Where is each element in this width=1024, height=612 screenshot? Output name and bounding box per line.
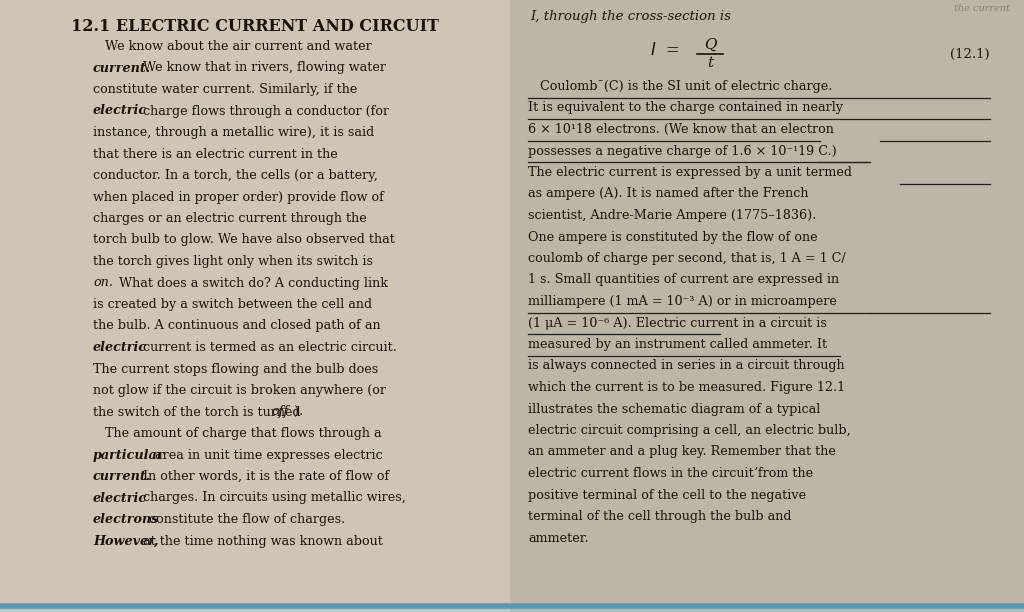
Text: instance, through a metallic wire), it is said: instance, through a metallic wire), it i… [93, 126, 374, 139]
Text: terminal of the cell through the bulb and: terminal of the cell through the bulb an… [528, 510, 792, 523]
Text: the current: the current [954, 4, 1010, 13]
Text: charge flows through a conductor (for: charge flows through a conductor (for [139, 105, 389, 118]
Text: electric circuit comprising a cell, an electric bulb,: electric circuit comprising a cell, an e… [528, 424, 851, 437]
Text: I, through the cross-section is: I, through the cross-section is [530, 10, 731, 23]
Text: torch bulb to glow. We have also observed that: torch bulb to glow. We have also observe… [93, 234, 395, 247]
Text: One ampere is constituted by the flow of one: One ampere is constituted by the flow of… [528, 231, 817, 244]
Text: when placed in proper order) provide flow of: when placed in proper order) provide flo… [93, 190, 384, 204]
Text: electric: electric [93, 341, 147, 354]
Text: In other words, it is the rate of flow of: In other words, it is the rate of flow o… [139, 470, 390, 483]
Text: t: t [707, 56, 713, 70]
Text: ammeter.: ammeter. [528, 531, 589, 545]
Text: The electric current is expressed by a unit termed: The electric current is expressed by a u… [528, 166, 852, 179]
Text: scientist, Andre-Marie Ampere (1775–1836).: scientist, Andre-Marie Ampere (1775–1836… [528, 209, 816, 222]
Text: as ampere (A). It is named after the French: as ampere (A). It is named after the Fre… [528, 187, 809, 201]
Text: Q: Q [703, 38, 716, 52]
Text: conductor. In a torch, the cells (or a battery,: conductor. In a torch, the cells (or a b… [93, 169, 378, 182]
Text: measured by an instrument called ammeter. It: measured by an instrument called ammeter… [528, 338, 827, 351]
Text: $\mathit{I}$  =: $\mathit{I}$ = [650, 42, 680, 59]
Text: 6 × 10¹18 electrons. (We know that an electron: 6 × 10¹18 electrons. (We know that an el… [528, 123, 834, 136]
Text: 12.1 ELECTRIC CURRENT AND CIRCUIT: 12.1 ELECTRIC CURRENT AND CIRCUIT [71, 18, 439, 35]
Bar [0, 0, 510, 612]
Text: electric current flows in the circuitʼfrom the: electric current flows in the circuitʼfr… [528, 467, 813, 480]
Text: the torch gives light only when its switch is: the torch gives light only when its swit… [93, 255, 373, 268]
Text: milliampere (1 mA = 10⁻³ A) or in microampere: milliampere (1 mA = 10⁻³ A) or in microa… [528, 295, 837, 308]
Text: the switch of the torch is turned: the switch of the torch is turned [93, 406, 304, 419]
Text: is created by a switch between the cell and: is created by a switch between the cell … [93, 298, 372, 311]
Text: We know that in rivers, flowing water: We know that in rivers, flowing water [139, 61, 386, 75]
Text: charges. In circuits using metallic wires,: charges. In circuits using metallic wire… [139, 491, 407, 504]
Text: particular: particular [93, 449, 165, 461]
Text: an ammeter and a plug key. Remember that the: an ammeter and a plug key. Remember that… [528, 446, 836, 458]
Text: electric: electric [93, 105, 147, 118]
Text: coulomb of charge per second, that is, 1 A = 1 C/: coulomb of charge per second, that is, 1… [528, 252, 846, 265]
Text: that there is an electric current in the: that there is an electric current in the [93, 147, 338, 160]
Text: on.: on. [93, 277, 113, 289]
Text: the bulb. A continuous and closed path of an: the bulb. A continuous and closed path o… [93, 319, 381, 332]
Text: The current stops flowing and the bulb does: The current stops flowing and the bulb d… [93, 362, 378, 376]
Text: which the current is to be measured. Figure 12.1: which the current is to be measured. Fig… [528, 381, 845, 394]
Text: electrons: electrons [93, 513, 160, 526]
Text: not glow if the circuit is broken anywhere (or: not glow if the circuit is broken anywhe… [93, 384, 386, 397]
Text: illustrates the schematic diagram of a typical: illustrates the schematic diagram of a t… [528, 403, 820, 416]
Text: ).: ). [290, 406, 303, 419]
Text: What does a switch do? A conducting link: What does a switch do? A conducting link [115, 277, 388, 289]
Text: The amount of charge that flows through a: The amount of charge that flows through … [93, 427, 382, 440]
Text: current.: current. [93, 470, 152, 483]
Text: at the time nothing was known about: at the time nothing was known about [139, 534, 383, 548]
Text: We know about the air current and water: We know about the air current and water [93, 40, 372, 53]
Text: current.: current. [93, 61, 152, 75]
Bar [510, 0, 1024, 612]
Text: Coulomb¯(C) is the SI unit of electric charge.: Coulomb¯(C) is the SI unit of electric c… [528, 80, 833, 93]
Text: constitute water current. Similarly, if the: constitute water current. Similarly, if … [93, 83, 357, 96]
Text: positive terminal of the cell to the negative: positive terminal of the cell to the neg… [528, 488, 806, 501]
Text: It is equivalent to the charge contained in nearly: It is equivalent to the charge contained… [528, 102, 843, 114]
Text: charges or an electric current through the: charges or an electric current through t… [93, 212, 367, 225]
Text: is always connected in series in a circuit through: is always connected in series in a circu… [528, 359, 845, 373]
Text: current is termed as an electric circuit.: current is termed as an electric circuit… [139, 341, 397, 354]
Text: possesses a negative charge of 1.6 × 10⁻¹19 C.): possesses a negative charge of 1.6 × 10⁻… [528, 144, 837, 157]
Text: constitute the flow of charges.: constitute the flow of charges. [145, 513, 345, 526]
Text: (12.1): (12.1) [950, 48, 990, 61]
Text: (1 μA = 10⁻⁶ A). Electric current in a circuit is: (1 μA = 10⁻⁶ A). Electric current in a c… [528, 316, 826, 329]
Text: off: off [271, 406, 289, 419]
Text: electric: electric [93, 491, 147, 504]
Text: However,: However, [93, 534, 159, 548]
Text: area in unit time expresses electric: area in unit time expresses electric [151, 449, 383, 461]
Text: 1 s. Small quantities of current are expressed in: 1 s. Small quantities of current are exp… [528, 274, 839, 286]
